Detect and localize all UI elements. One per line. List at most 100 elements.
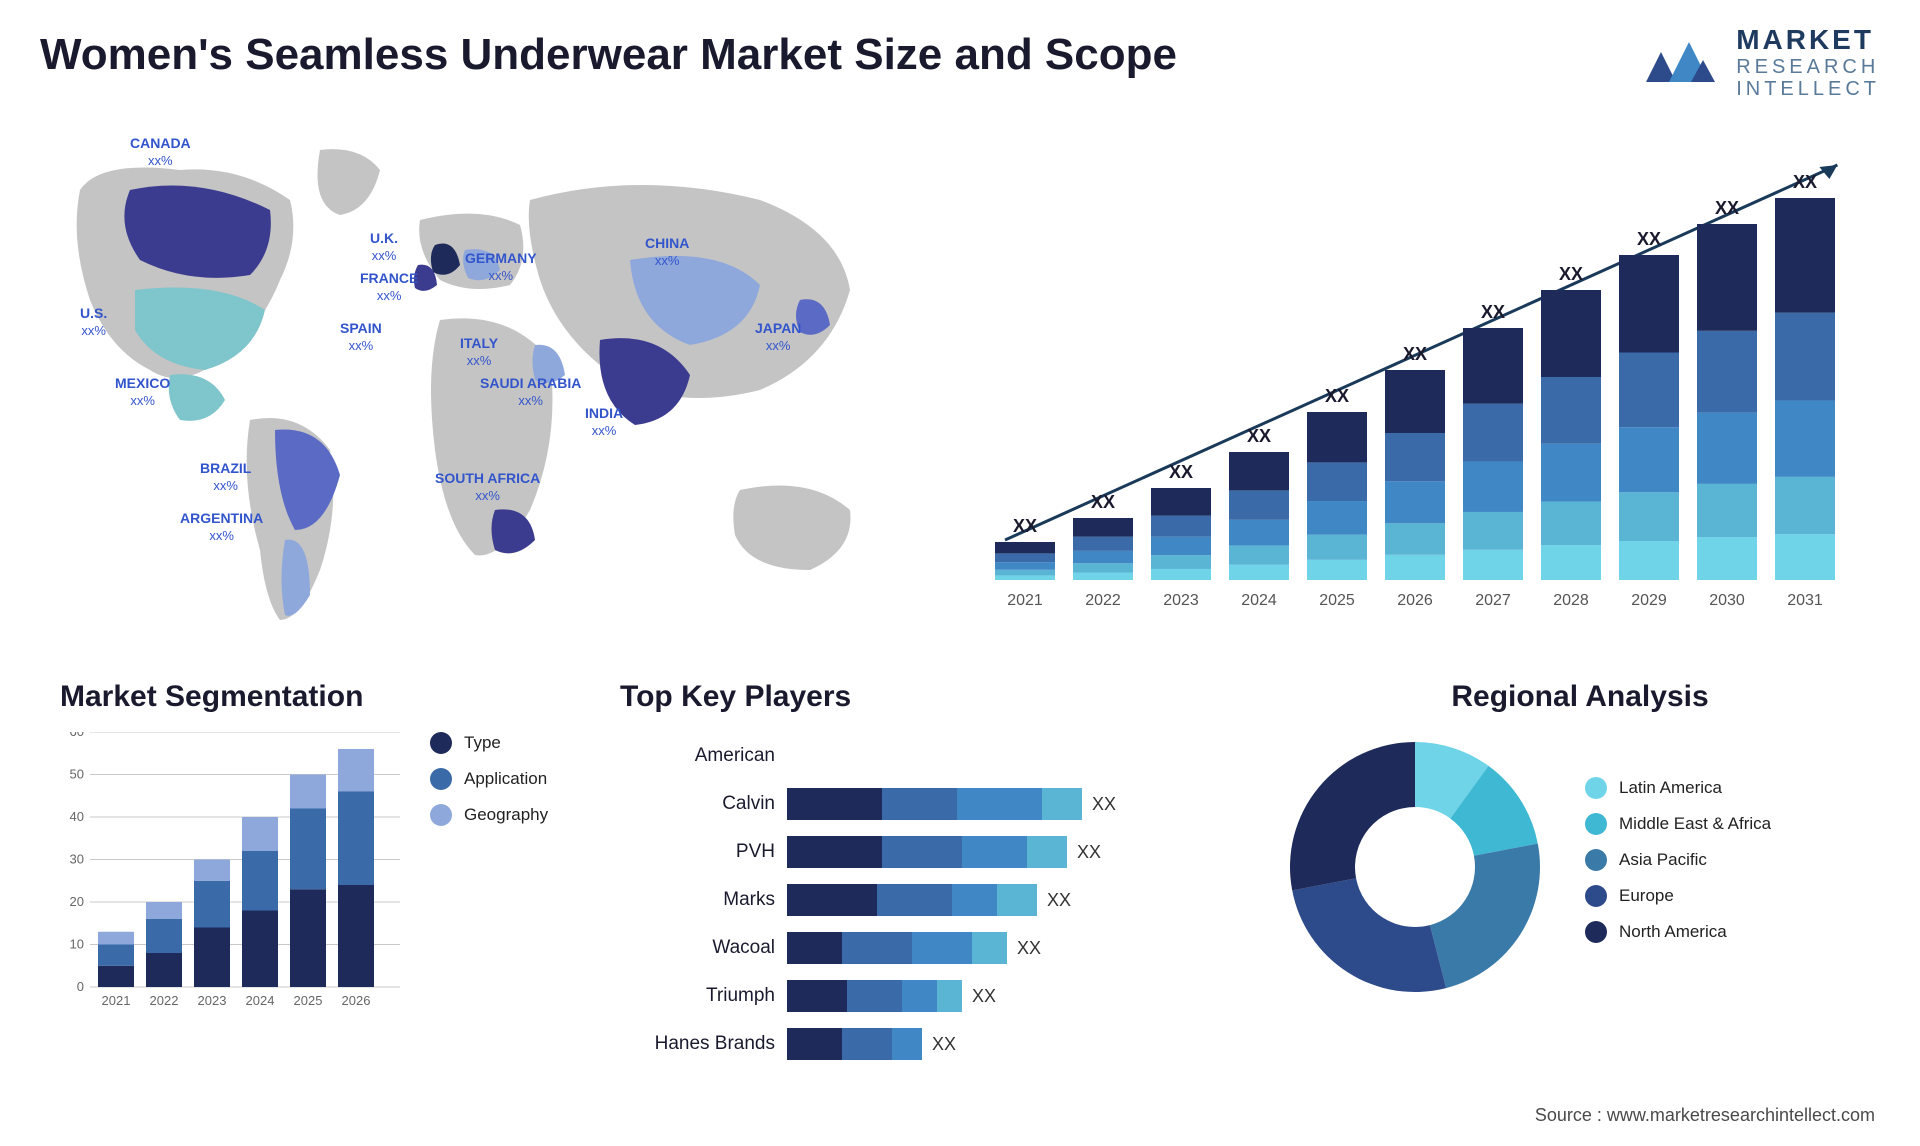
forecast-bar-value: XX	[1403, 344, 1427, 364]
logo-icon	[1641, 32, 1721, 92]
keyplayer-row: Triumph XX	[620, 972, 1260, 1020]
seg-bar-segment	[146, 919, 182, 953]
keyplayers-title: Top Key Players	[620, 680, 1260, 714]
seg-legend-label: Geography	[464, 805, 548, 825]
keyplayer-value: XX	[1047, 890, 1071, 911]
forecast-bar-segment	[1229, 452, 1289, 490]
keyplayer-label: Hanes Brands	[620, 1033, 775, 1055]
regional-legend-label: Latin America	[1619, 778, 1722, 798]
donut-slice	[1292, 878, 1446, 992]
map-label-argentina: ARGENTINAxx%	[180, 510, 263, 544]
keyplayer-bar-segment	[902, 980, 937, 1012]
forecast-bar-segment	[1463, 462, 1523, 512]
svg-text:60: 60	[70, 732, 84, 739]
forecast-bar-value: XX	[1169, 462, 1193, 482]
seg-legend-item: Type	[430, 732, 548, 754]
forecast-bar-segment	[1229, 490, 1289, 519]
seg-bar-segment	[338, 749, 374, 792]
forecast-bar-segment	[1385, 433, 1445, 481]
regional-legend-label: Europe	[1619, 886, 1674, 906]
keyplayer-label: American	[620, 745, 775, 767]
keyplayer-row: Wacoal XX	[620, 924, 1260, 972]
keyplayer-bar-segment	[787, 1028, 842, 1060]
forecast-bar-segment	[1151, 516, 1211, 537]
svg-text:2021: 2021	[102, 993, 131, 1008]
svg-text:2023: 2023	[198, 993, 227, 1008]
legend-dot-icon	[1585, 777, 1607, 799]
donut-slice	[1430, 844, 1540, 988]
forecast-bar-segment	[1541, 545, 1601, 580]
map-label-germany: GERMANYxx%	[465, 250, 537, 284]
legend-dot-icon	[430, 768, 452, 790]
keyplayer-row: CalvinXX	[620, 780, 1260, 828]
forecast-bar-segment	[1619, 353, 1679, 428]
forecast-bar-segment	[1775, 313, 1835, 401]
keyplayers-section: Top Key Players AmericanCalvinXXPVHXXMar…	[620, 680, 1260, 1068]
keyplayer-bar-segment	[962, 836, 1027, 868]
logo-text-1: MARKET	[1736, 25, 1880, 56]
keyplayer-value: XX	[972, 986, 996, 1007]
forecast-bar-segment	[1073, 573, 1133, 580]
keyplayer-bar-segment	[957, 788, 1042, 820]
svg-text:2022: 2022	[150, 993, 179, 1008]
regional-legend-item: Europe	[1585, 885, 1771, 907]
svg-text:20: 20	[70, 894, 84, 909]
segmentation-chart-svg: 0102030405060202120222023202420252026	[60, 732, 400, 1032]
forecast-bar-segment	[1229, 520, 1289, 546]
forecast-bar-segment	[995, 553, 1055, 562]
keyplayer-label: Wacoal	[620, 937, 775, 959]
seg-bar-segment	[146, 902, 182, 919]
forecast-chart-svg: XX2021XX2022XX2023XX2024XX2025XX2026XX20…	[975, 140, 1875, 620]
forecast-bar-value: XX	[1559, 264, 1583, 284]
keyplayer-row: Hanes Brands XX	[620, 1020, 1260, 1068]
map-label-brazil: BRAZILxx%	[200, 460, 251, 494]
map-label-u-k-: U.K.xx%	[370, 230, 398, 264]
forecast-bar-segment	[1697, 224, 1757, 331]
segmentation-title: Market Segmentation	[60, 680, 600, 714]
page-title: Women's Seamless Underwear Market Size a…	[40, 30, 1177, 80]
map-label-canada: CANADAxx%	[130, 135, 191, 169]
forecast-bar-segment	[1151, 555, 1211, 569]
seg-bar-segment	[290, 809, 326, 890]
logo-text-2: RESEARCH	[1736, 56, 1880, 78]
forecast-bar-segment	[1151, 488, 1211, 516]
map-label-saudi-arabia: SAUDI ARABIAxx%	[480, 375, 581, 409]
forecast-bar-segment	[995, 542, 1055, 553]
map-label-japan: JAPANxx%	[755, 320, 801, 354]
forecast-bar-segment	[995, 570, 1055, 576]
forecast-bar-segment	[1541, 502, 1601, 546]
regional-section: Regional Analysis Latin AmericaMiddle Ea…	[1280, 680, 1880, 1002]
keyplayer-value: XX	[1017, 938, 1041, 959]
seg-legend-item: Geography	[430, 804, 548, 826]
forecast-bar-segment	[1619, 541, 1679, 580]
forecast-bar-segment	[1775, 477, 1835, 534]
keyplayer-bar-segment	[912, 932, 972, 964]
forecast-year-label: 2027	[1475, 592, 1511, 609]
svg-text:30: 30	[70, 852, 84, 867]
segmentation-section: Market Segmentation 01020304050602021202…	[60, 680, 600, 1032]
forecast-year-label: 2023	[1163, 592, 1199, 609]
keyplayer-label: Marks	[620, 889, 775, 911]
forecast-bar-segment	[1463, 328, 1523, 404]
keyplayer-bar-segment	[847, 980, 902, 1012]
forecast-year-label: 2028	[1553, 592, 1589, 609]
segmentation-legend: Type Application Geography	[430, 732, 548, 840]
seg-legend-item: Application	[430, 768, 548, 790]
legend-dot-icon	[1585, 921, 1607, 943]
donut-slice	[1290, 742, 1415, 890]
keyplayer-value: XX	[932, 1034, 956, 1055]
keyplayer-bar-segment	[997, 884, 1037, 916]
forecast-bar-segment	[1775, 400, 1835, 476]
brand-logo: MARKET RESEARCH INTELLECT	[1641, 25, 1880, 100]
svg-text:2024: 2024	[246, 993, 275, 1008]
forecast-bar-segment	[1619, 427, 1679, 492]
forecast-bar-segment	[1463, 550, 1523, 580]
forecast-bar-value: XX	[1637, 229, 1661, 249]
seg-bar-segment	[98, 945, 134, 966]
source-attribution: Source : www.marketresearchintellect.com	[1535, 1105, 1875, 1126]
keyplayer-bar-segment	[1027, 836, 1067, 868]
forecast-bar-segment	[1697, 413, 1757, 484]
keyplayer-label: Triumph	[620, 985, 775, 1007]
forecast-bar-segment	[1619, 492, 1679, 541]
seg-bar-segment	[242, 911, 278, 988]
